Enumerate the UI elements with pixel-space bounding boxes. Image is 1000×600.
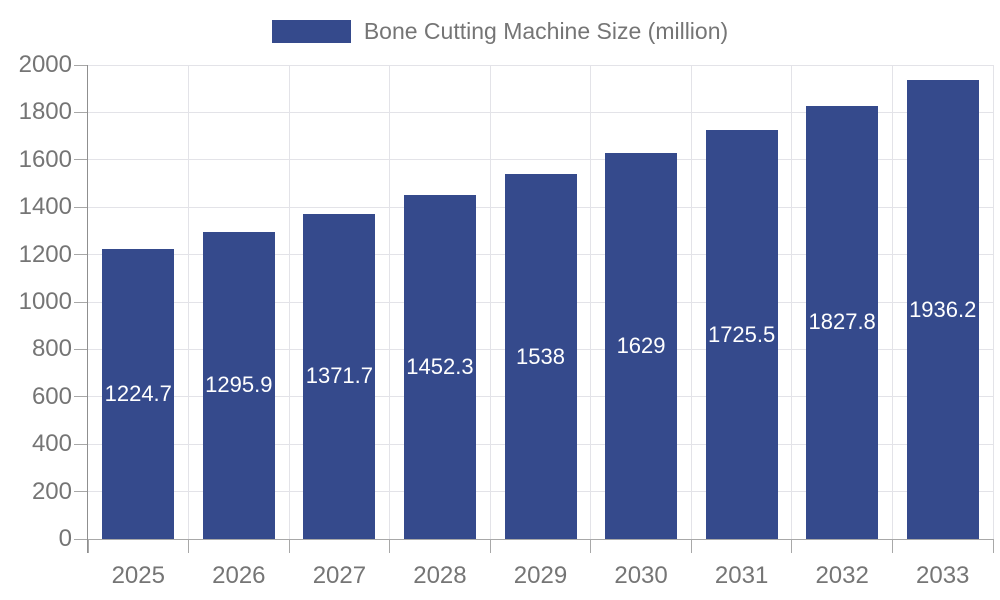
grid-line-horizontal bbox=[88, 159, 993, 161]
y-axis-tick bbox=[74, 348, 88, 350]
x-axis-tick bbox=[791, 539, 793, 553]
grid-line-vertical bbox=[590, 65, 592, 539]
bar-value-label: 1452.3 bbox=[406, 353, 474, 379]
y-axis-tick-label: 0 bbox=[58, 525, 72, 552]
grid-line-vertical bbox=[791, 65, 793, 539]
grid-line-vertical bbox=[690, 65, 692, 539]
x-axis-tick-label: 2031 bbox=[714, 562, 769, 589]
y-axis-tick-label: 1800 bbox=[18, 98, 72, 126]
y-axis-tick bbox=[74, 301, 88, 303]
legend-swatch[interactable] bbox=[271, 19, 351, 43]
grid-line-vertical bbox=[389, 65, 391, 539]
legend-label[interactable]: Bone Cutting Machine Size (million) bbox=[363, 18, 729, 44]
x-axis-tick-label: 2028 bbox=[413, 562, 467, 589]
x-axis-tick bbox=[891, 539, 893, 553]
legend[interactable]: Bone Cutting Machine Size (million) bbox=[0, 18, 1000, 44]
grid-line-vertical bbox=[891, 65, 893, 539]
y-axis-tick-label: 200 bbox=[31, 477, 72, 505]
bar-value-label: 1725.5 bbox=[707, 321, 776, 347]
x-axis-tick bbox=[188, 539, 190, 553]
y-axis-tick-label: 1200 bbox=[18, 240, 72, 268]
bar-2029[interactable] bbox=[504, 174, 577, 539]
y-axis-tick-label: 1600 bbox=[18, 145, 72, 173]
x-axis-tick bbox=[992, 539, 994, 553]
x-axis-tick bbox=[389, 539, 391, 553]
bar-value-label: 1295.9 bbox=[205, 372, 273, 398]
grid-line-horizontal bbox=[88, 64, 993, 66]
x-axis-tick-label: 2027 bbox=[312, 562, 367, 589]
grid-line-vertical bbox=[489, 65, 491, 539]
grid-line-vertical bbox=[992, 65, 994, 539]
y-axis-tick-label: 600 bbox=[31, 382, 72, 410]
bar-2033[interactable] bbox=[906, 80, 979, 539]
x-axis-tick bbox=[288, 539, 290, 553]
y-axis-tick bbox=[74, 206, 88, 208]
x-axis-tick-label: 2030 bbox=[614, 562, 668, 589]
bar-value-label: 1538 bbox=[516, 343, 565, 369]
y-axis-tick-label: 2000 bbox=[18, 51, 72, 78]
x-axis-tick bbox=[489, 539, 491, 553]
y-axis-tick bbox=[74, 254, 88, 256]
y-axis-tick bbox=[74, 443, 88, 445]
bar-2026[interactable] bbox=[202, 231, 275, 539]
bar-value-label: 1936.2 bbox=[909, 296, 977, 322]
x-axis-tick bbox=[690, 539, 692, 553]
y-axis-tick bbox=[74, 538, 88, 540]
bar-2031[interactable] bbox=[705, 130, 778, 539]
y-axis-tick bbox=[74, 64, 88, 66]
bar-2028[interactable] bbox=[403, 194, 476, 539]
x-axis-tick-label: 2025 bbox=[111, 562, 165, 589]
bar-2030[interactable] bbox=[605, 152, 678, 539]
bar-2025[interactable] bbox=[102, 248, 175, 539]
y-axis-tick bbox=[74, 159, 88, 161]
bar-value-label: 1371.7 bbox=[305, 363, 374, 389]
y-axis-tick-label: 400 bbox=[31, 430, 72, 458]
x-axis-tick-label: 2026 bbox=[212, 562, 266, 589]
x-axis-tick bbox=[590, 539, 592, 553]
y-axis-tick-label: 1000 bbox=[18, 288, 72, 315]
grid-line-vertical bbox=[188, 65, 190, 539]
x-axis-tick-label: 2029 bbox=[513, 562, 568, 589]
y-axis-tick-label: 1400 bbox=[18, 193, 72, 221]
y-axis-tick bbox=[74, 396, 88, 398]
grid-line-vertical bbox=[288, 65, 290, 539]
x-axis-tick-label: 2033 bbox=[916, 562, 970, 589]
bar-value-label: 1224.7 bbox=[104, 380, 172, 406]
bar-value-label: 1827.8 bbox=[808, 309, 876, 335]
y-axis-tick bbox=[74, 491, 88, 493]
y-axis-tick bbox=[74, 111, 88, 113]
bar-value-label: 1629 bbox=[616, 332, 666, 358]
x-axis-tick bbox=[87, 539, 89, 553]
grid-line-horizontal bbox=[88, 111, 993, 113]
bar-2032[interactable] bbox=[806, 105, 879, 539]
x-axis-tick-label: 2032 bbox=[815, 562, 869, 589]
x-axis-line bbox=[88, 538, 993, 540]
y-axis-tick-label: 800 bbox=[31, 335, 72, 363]
bar-2027[interactable] bbox=[303, 213, 376, 539]
y-axis-line bbox=[87, 65, 88, 553]
